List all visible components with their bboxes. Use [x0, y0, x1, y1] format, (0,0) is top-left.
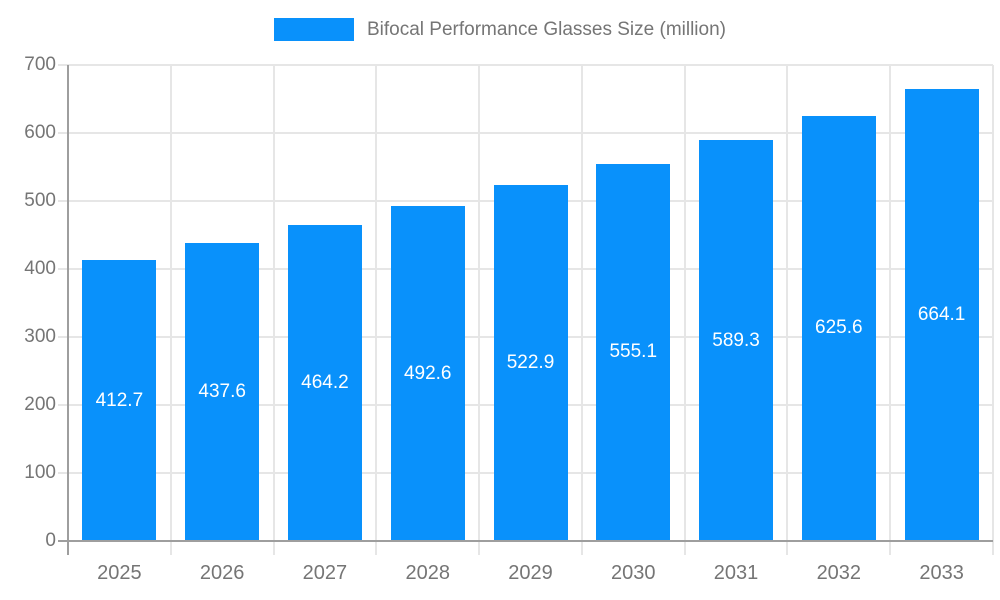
bar[interactable] — [493, 185, 568, 541]
legend-swatch — [273, 18, 354, 41]
x-axis-tick-label: 2033 — [919, 562, 964, 584]
y-axis-tick-label: 100 — [24, 462, 56, 483]
y-axis-tick-label: 0 — [45, 530, 56, 551]
x-axis-tick-label: 2027 — [302, 562, 348, 584]
y-axis-line — [67, 65, 69, 555]
x-axis-tick-label: 2026 — [199, 562, 245, 584]
x-axis-line — [58, 540, 993, 542]
y-axis-tick-label: 500 — [24, 190, 56, 211]
y-axis-tick-label: 700 — [24, 54, 56, 75]
bar[interactable] — [390, 206, 465, 541]
x-gridline — [992, 65, 994, 555]
x-gridline — [169, 65, 172, 555]
bar[interactable] — [596, 163, 671, 541]
y-axis-tick-label: 400 — [24, 258, 56, 279]
x-gridline — [478, 65, 481, 555]
y-gridline — [58, 64, 993, 66]
x-axis-tick-label: 2032 — [816, 562, 862, 584]
bar[interactable] — [801, 115, 876, 541]
bar[interactable] — [287, 225, 362, 541]
legend-label: Bifocal Performance Glasses Size (millio… — [366, 18, 726, 40]
y-gridline — [58, 132, 993, 134]
x-axis-tick-label: 2030 — [611, 562, 656, 584]
x-gridline — [683, 65, 686, 555]
x-gridline — [786, 65, 789, 555]
bar[interactable] — [185, 243, 260, 541]
bar[interactable] — [82, 260, 157, 541]
y-axis-tick-label: 200 — [24, 394, 56, 415]
x-axis-tick-label: 2031 — [713, 562, 759, 584]
bar[interactable] — [904, 89, 979, 541]
x-gridline — [375, 65, 378, 555]
x-axis-tick-label: 2028 — [405, 562, 450, 584]
x-axis-tick-label: 2029 — [508, 562, 553, 584]
x-gridline — [580, 65, 583, 555]
legend-item[interactable]: Bifocal Performance Glasses Size (millio… — [0, 18, 1000, 41]
bar[interactable] — [699, 140, 774, 541]
x-axis-tick-label: 2025 — [97, 562, 142, 584]
x-gridline — [889, 65, 892, 555]
x-gridline — [272, 65, 275, 555]
y-axis-tick-label: 300 — [24, 326, 56, 347]
y-axis-tick-label: 600 — [24, 122, 56, 143]
